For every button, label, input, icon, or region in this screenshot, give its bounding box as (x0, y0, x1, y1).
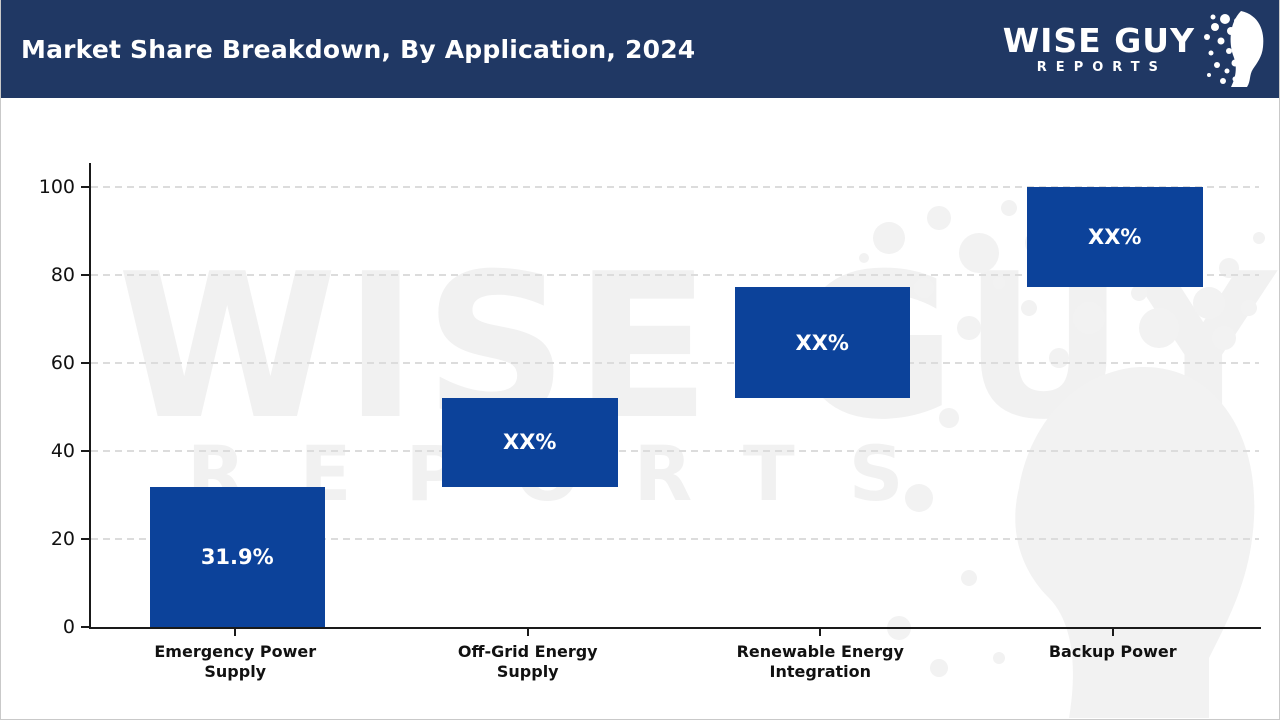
x-tick-mark (1111, 629, 1114, 636)
y-tick-label: 20 (50, 527, 75, 550)
y-tick-label: 100 (38, 175, 75, 198)
logo-subtext: REPORTS (1036, 60, 1167, 75)
bar-value-label: XX% (503, 430, 557, 455)
y-tick-mark (81, 185, 89, 188)
y-tick-mark (81, 626, 89, 628)
plot-area: 31.9% XX% XX% XX% (89, 163, 1261, 629)
gridline (91, 273, 1259, 276)
category-label: Off-Grid Energy Supply (457, 642, 598, 681)
y-tick-mark (81, 361, 89, 364)
category-label: Emergency Power Supply (154, 642, 317, 681)
y-tick-mark (81, 273, 89, 276)
gridline (91, 361, 1259, 364)
gridline (91, 449, 1259, 452)
bar (149, 486, 325, 627)
gridline (91, 185, 1259, 188)
logo-face-icon (1204, 11, 1264, 87)
x-tick-mark (234, 629, 237, 636)
y-tick-label: 40 (50, 439, 75, 462)
page-title: Market Share Breakdown, By Application, … (21, 34, 696, 64)
bar-value-label: 31.9% (200, 544, 274, 569)
logo-wordmark: WISE GUY (1002, 21, 1195, 60)
bar-value-label: XX% (1088, 224, 1142, 249)
category-label: Renewable Energy Integration (736, 642, 904, 681)
y-tick-label: 60 (50, 351, 75, 374)
gridline (91, 537, 1259, 540)
bar (442, 398, 618, 487)
y-tick-label: 0 (62, 616, 75, 638)
category-label: Backup Power (1048, 642, 1177, 661)
x-tick-mark (526, 629, 529, 636)
y-tick-mark (81, 537, 89, 540)
bar-value-label: XX% (795, 330, 849, 355)
bar (734, 287, 910, 399)
header: Market Share Breakdown, By Application, … (1, 0, 1279, 98)
wise-guy-logo: WISE GUY REPORTS (1003, 8, 1265, 90)
chart-region: WISE GUY REPORTS 31.9%XX%XX%XX% (1, 98, 1279, 719)
y-tick-mark (81, 449, 89, 452)
x-tick-mark (819, 629, 822, 636)
y-tick-label: 80 (50, 263, 75, 286)
